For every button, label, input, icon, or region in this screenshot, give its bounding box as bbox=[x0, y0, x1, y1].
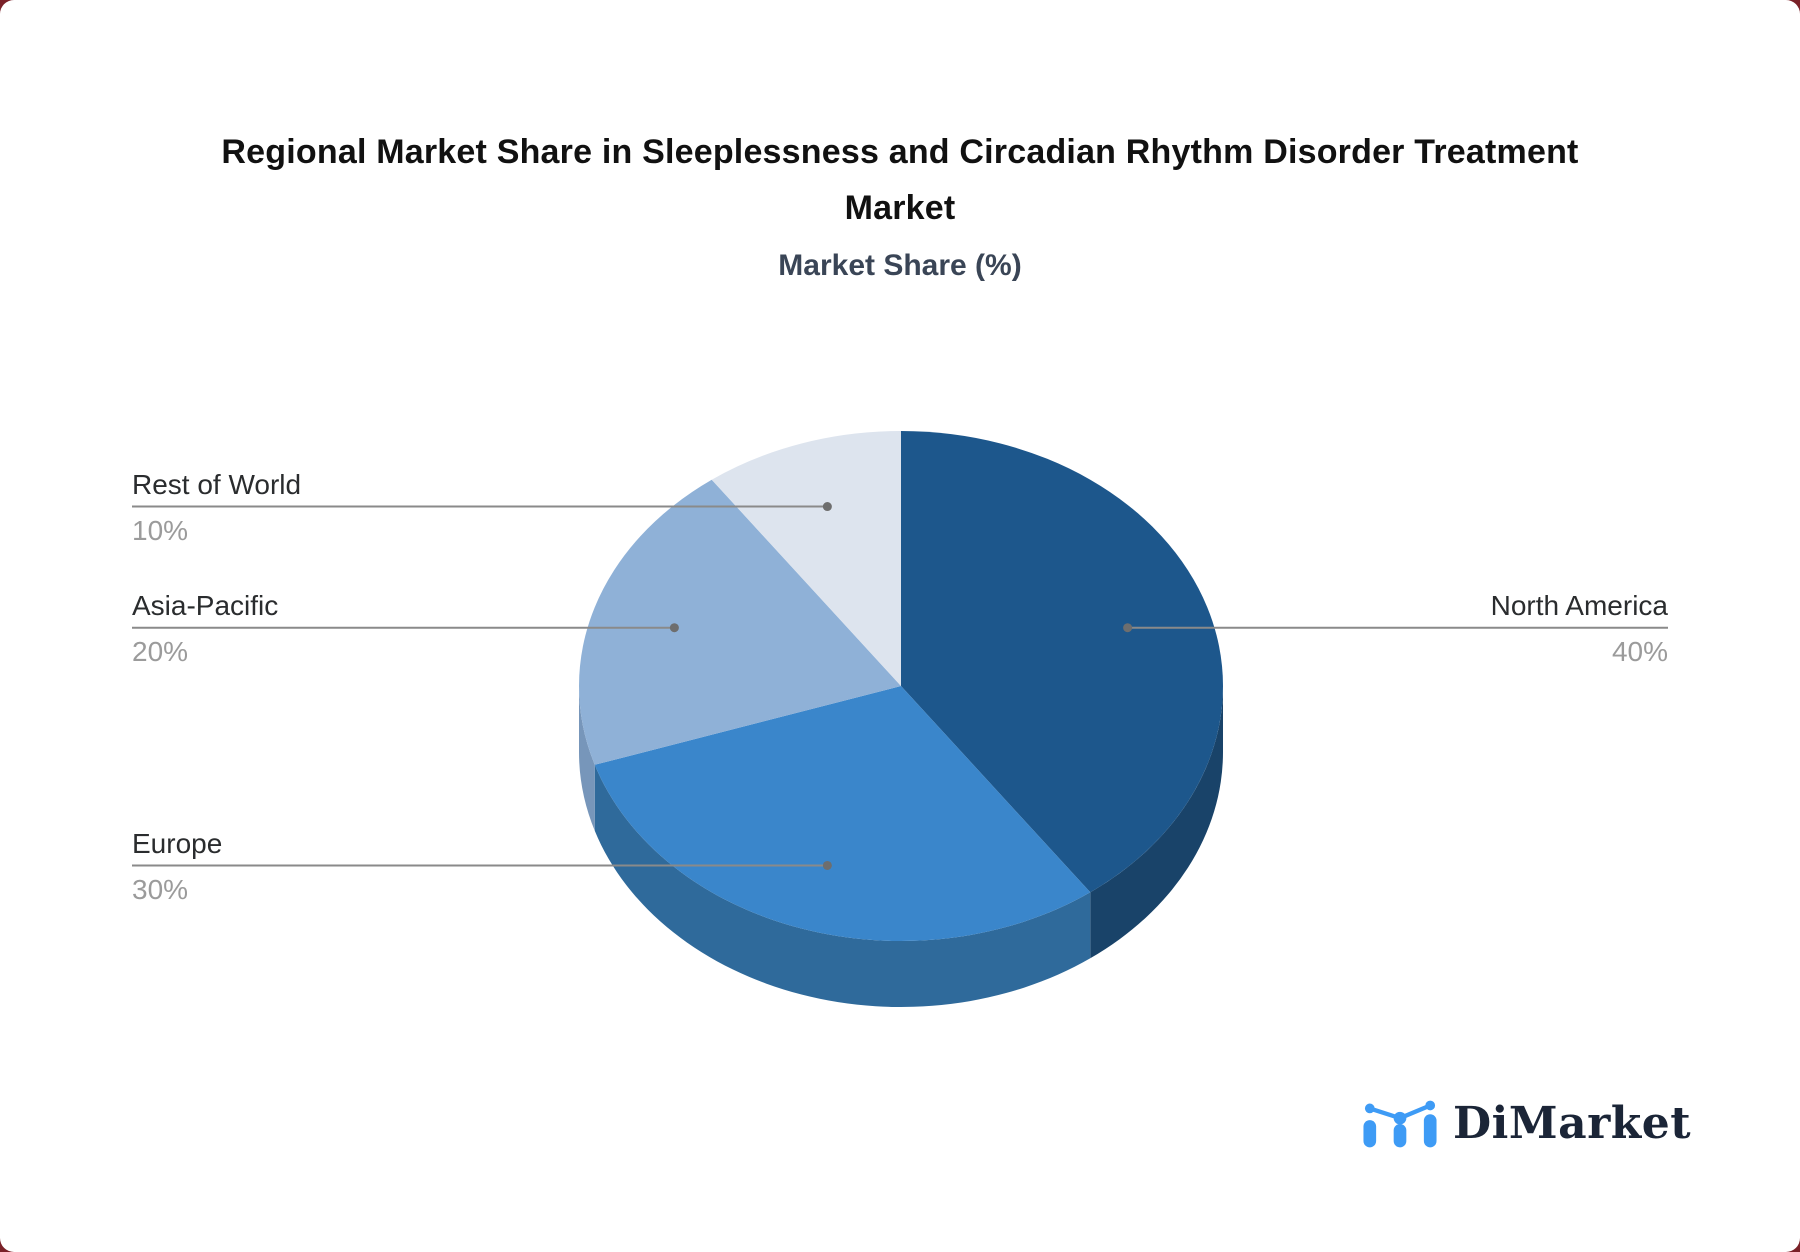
callout-rest-of-world: Rest of World 10% bbox=[132, 468, 301, 548]
callout-label: Asia-Pacific bbox=[132, 590, 279, 621]
callout-north-america: North America 40% bbox=[1491, 589, 1668, 669]
callout-label: Europe bbox=[132, 828, 223, 859]
callout-dot-north-america bbox=[1123, 623, 1133, 633]
chart-title: Regional Market Share in Sleeplessness a… bbox=[221, 133, 1579, 227]
pie-slice-asia-pacific[interactable] bbox=[579, 479, 901, 765]
dimarket-logo-text: DiMarket bbox=[1453, 1098, 1692, 1149]
bar-line-chart-icon bbox=[1363, 1100, 1437, 1148]
chart-subtitle: Market Share (%) bbox=[778, 249, 1022, 282]
callout-label: Rest of World bbox=[132, 469, 302, 500]
pie-slice-side-europe bbox=[594, 764, 1091, 1007]
callout-dot-rest-of-world bbox=[822, 502, 832, 512]
callout-value: 30% bbox=[132, 874, 189, 905]
pie-slice-side-north-america bbox=[1090, 686, 1223, 959]
callout-value: 20% bbox=[132, 636, 189, 667]
callout-value: 10% bbox=[132, 515, 189, 546]
callout-dot-europe bbox=[822, 860, 832, 870]
dimarket-logo: DiMarket bbox=[1362, 1096, 1691, 1152]
pie-slice-side-asia-pacific bbox=[579, 686, 595, 831]
pie-slice-europe[interactable] bbox=[594, 686, 1091, 941]
pie-slice-north-america[interactable] bbox=[901, 431, 1223, 893]
callout-dot-asia-pacific bbox=[669, 623, 679, 633]
callout-label: North America bbox=[1490, 590, 1668, 621]
callout-europe: Europe 30% bbox=[132, 827, 222, 907]
pie-slice-rest-of-world[interactable] bbox=[711, 431, 901, 686]
callout-value: 40% bbox=[1611, 636, 1668, 667]
callout-asia-pacific: Asia-Pacific 20% bbox=[132, 589, 278, 669]
